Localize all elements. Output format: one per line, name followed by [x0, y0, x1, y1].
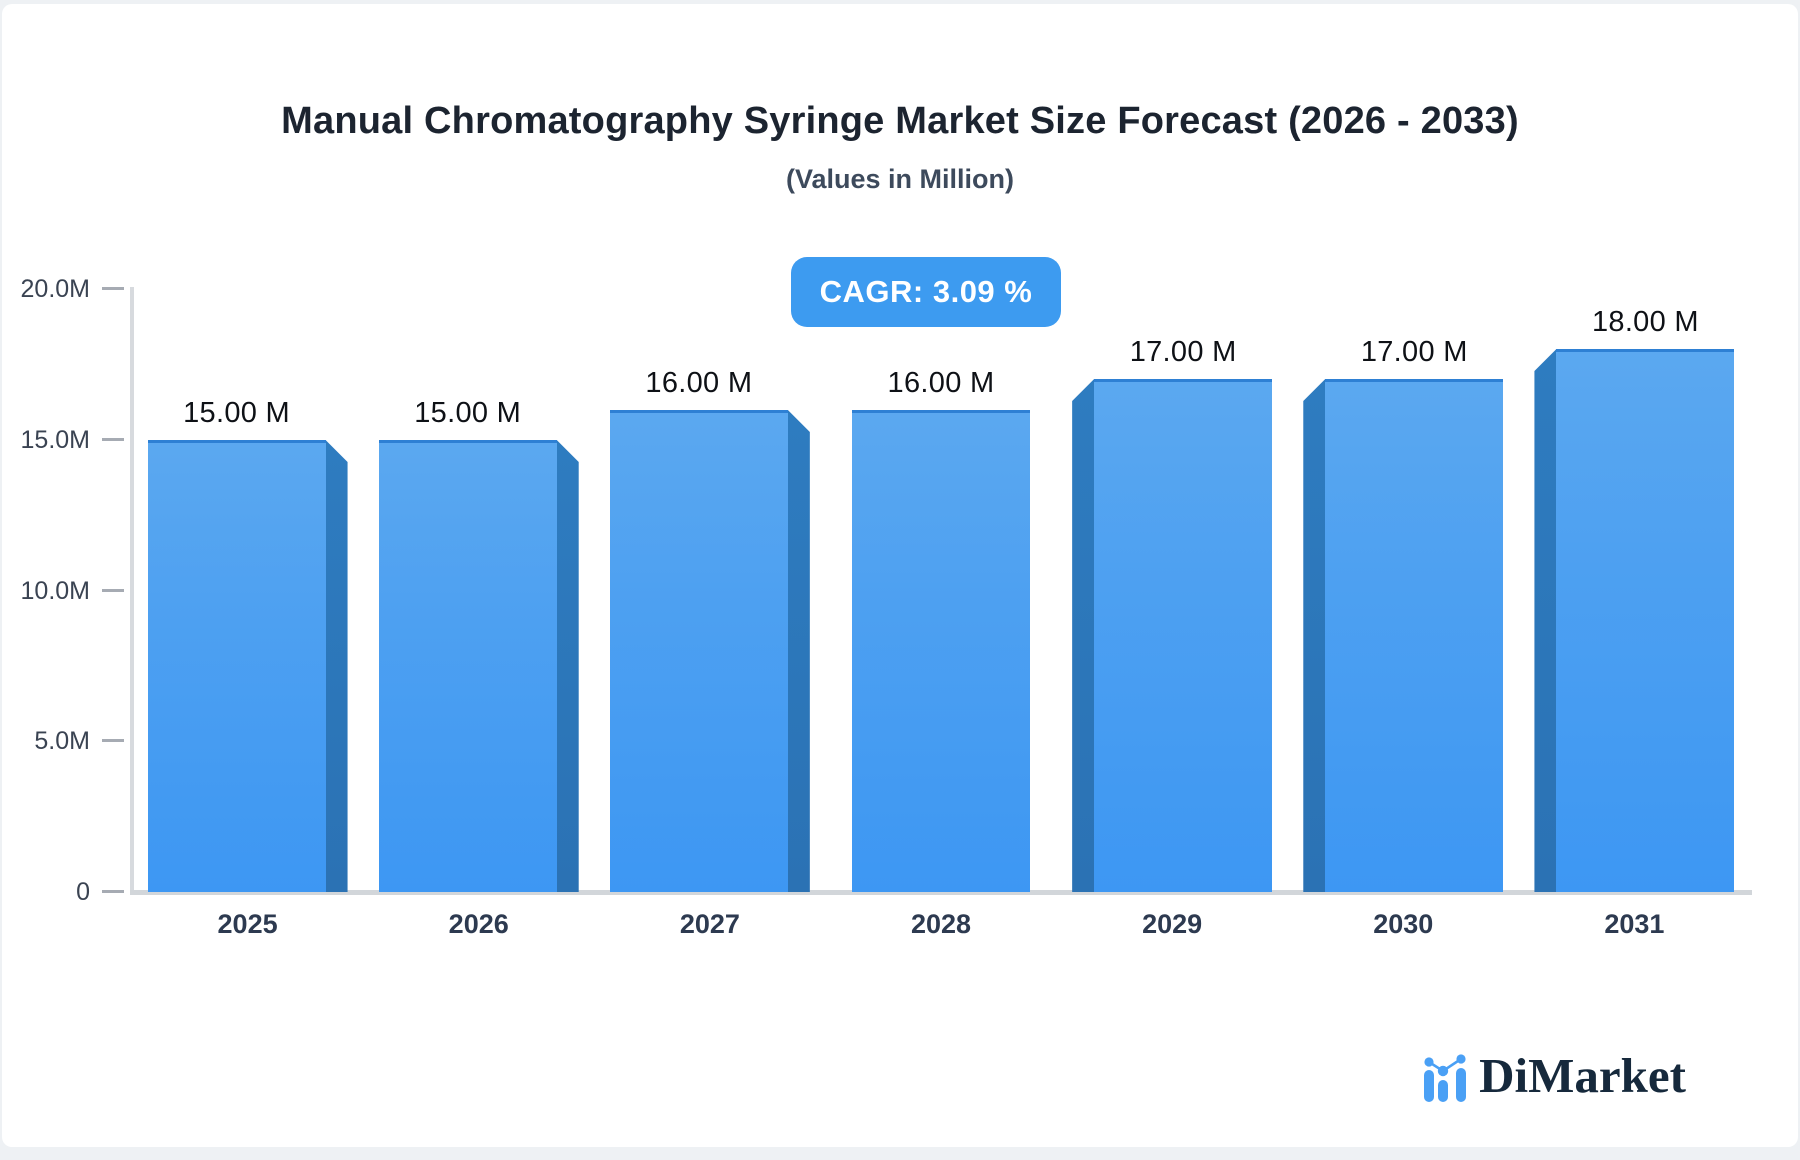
bar-front-face — [378, 440, 557, 892]
bar-2027[interactable] — [609, 410, 810, 892]
bar-front-face — [1325, 379, 1504, 892]
bar-side-face — [787, 410, 810, 892]
y-axis-tick-mark — [102, 890, 124, 893]
y-axis-tick-label: 5.0M — [34, 727, 90, 756]
y-axis-tick-mark — [102, 287, 124, 290]
bar-chart-logo-icon — [1424, 1054, 1467, 1102]
bar-2026[interactable] — [378, 440, 579, 892]
bar-2029[interactable] — [1072, 379, 1273, 892]
y-axis-tick-mark — [102, 588, 124, 592]
chart-subtitle: (Values in Million) — [785, 164, 1015, 194]
bar-side-face — [556, 440, 579, 892]
y-axis-tick-mark — [102, 437, 124, 441]
bar-side-face — [325, 440, 348, 892]
chart-title: Manual Chromatography Syringe Market Siz… — [281, 100, 1519, 142]
y-axis-tick-label: 10.0M — [20, 576, 90, 605]
x-axis-label: 2031 — [1604, 909, 1665, 939]
bar-side-face — [1072, 379, 1095, 892]
bar-2025[interactable] — [147, 440, 348, 892]
x-axis-label: 2028 — [910, 909, 972, 939]
bar-chart-plot-area: 20.0M 15.0M 10.0M 5.0M 0 15.00 M 2025 15.00 M 20… — [2, 4, 1800, 1160]
bar-2031[interactable] — [1534, 349, 1735, 892]
bar-value-label: 16.00 M — [645, 367, 753, 399]
y-axis-tick-label: 15.0M — [20, 425, 90, 454]
bar-value-label: 16.00 M — [887, 367, 995, 399]
bar-value-label: 15.00 M — [183, 397, 290, 429]
logo-wordmark: DiMarket — [1479, 1048, 1686, 1103]
bar-value-label: 17.00 M — [1129, 336, 1237, 368]
x-axis-label: 2025 — [217, 909, 278, 939]
bar-value-label: 15.00 M — [414, 397, 522, 429]
cagr-badge: CAGR: 3.09 % — [791, 257, 1061, 327]
y-axis-tick-label: 0 — [76, 878, 90, 906]
x-axis-label: 2030 — [1373, 909, 1434, 939]
x-axis-label: 2029 — [1142, 909, 1203, 939]
y-axis-tick-mark — [102, 739, 124, 743]
y-axis-line — [130, 287, 134, 892]
bar-side-face — [1303, 379, 1326, 892]
x-axis-line — [130, 890, 1752, 895]
x-axis-label: 2027 — [679, 909, 740, 939]
bar-front-face — [609, 410, 788, 892]
bar-2030[interactable] — [1303, 379, 1504, 892]
bar-2028[interactable] — [852, 410, 1030, 892]
bar-value-label: 18.00 M — [1591, 306, 1699, 338]
x-axis-label: 2026 — [448, 909, 509, 939]
bar-front-face — [852, 410, 1030, 892]
bar-front-face — [147, 440, 326, 892]
bar-front-face — [1094, 379, 1273, 892]
chart-card: Manual Chromatography Syringe Market Siz… — [2, 4, 1798, 1147]
dimarket-logo: DiMarket — [1423, 1042, 1686, 1102]
y-axis-tick-label: 20.0M — [20, 275, 90, 303]
bar-front-face — [1556, 349, 1735, 892]
bar-side-face — [1534, 349, 1557, 892]
bar-value-label: 17.00 M — [1360, 336, 1468, 368]
